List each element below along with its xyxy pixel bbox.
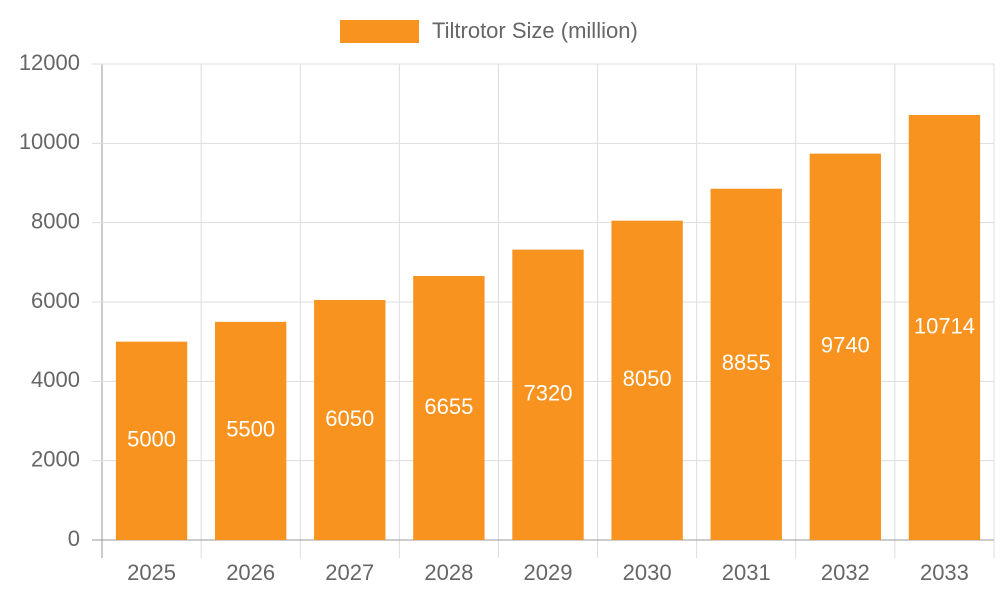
x-tick-label: 2028 [424,560,473,585]
x-tick-label: 2033 [920,560,969,585]
data-label: 8855 [722,350,771,375]
bar [908,115,981,541]
bar [115,341,188,540]
bar [710,188,782,541]
bar [611,220,683,540]
bar [512,249,584,540]
bar [413,276,485,540]
bar [809,153,882,540]
x-tick-label: 2027 [325,560,374,585]
data-label: 6050 [325,406,374,431]
data-label: 9740 [821,333,870,358]
x-tick-label: 2026 [226,560,275,585]
x-tick-label: 2032 [821,560,870,585]
bar [214,321,287,540]
y-tick-label: 12000 [19,50,80,75]
y-tick-label: 6000 [31,288,80,313]
data-label: 5000 [127,427,176,452]
y-tick-label: 2000 [31,446,80,471]
x-tick-label: 2030 [623,560,672,585]
legend-label: Tiltrotor Size (million) [432,18,638,43]
x-tick-label: 2025 [127,560,176,585]
y-tick-label: 4000 [31,367,80,392]
y-tick-label: 0 [68,526,80,551]
legend-swatch [340,20,419,43]
bar [314,300,386,540]
y-tick-label: 10000 [19,129,80,154]
x-tick-label: 2029 [524,560,573,585]
data-label: 10714 [914,313,975,338]
y-tick-label: 8000 [31,208,80,233]
data-label: 7320 [524,381,573,406]
data-label: 5500 [226,417,275,442]
data-label: 8050 [623,366,672,391]
x-tick-label: 2031 [722,560,771,585]
data-label: 6655 [424,394,473,419]
